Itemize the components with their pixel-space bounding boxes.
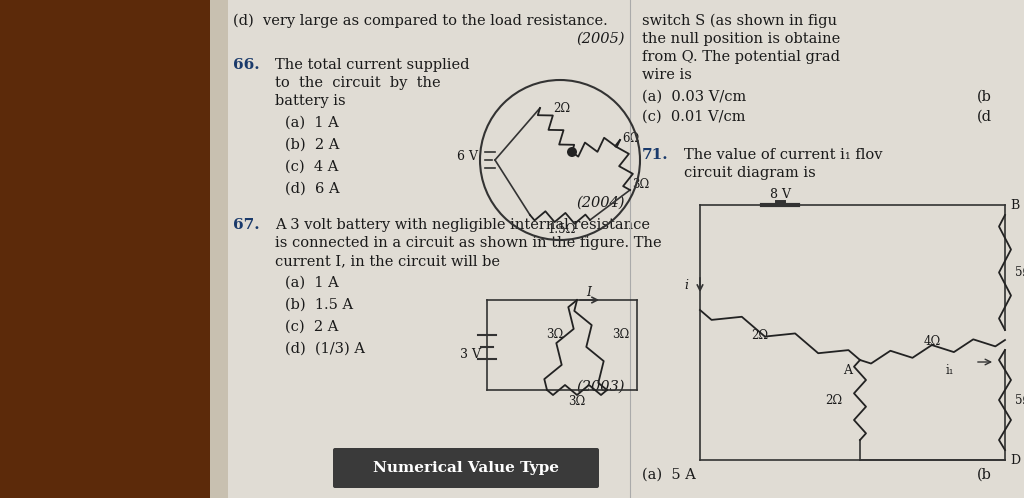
Text: (d)  (1/3) A: (d) (1/3) A xyxy=(285,342,365,356)
Text: (b)  1.5 A: (b) 1.5 A xyxy=(285,298,353,312)
Text: 2Ω: 2Ω xyxy=(751,329,768,342)
Text: (c)  2 A: (c) 2 A xyxy=(285,320,338,334)
Text: (c)  4 A: (c) 4 A xyxy=(285,160,338,174)
Text: 71.: 71. xyxy=(642,148,669,162)
Text: (d)  very large as compared to the load resistance.: (d) very large as compared to the load r… xyxy=(233,14,608,28)
Text: the null position is obtaine: the null position is obtaine xyxy=(642,32,841,46)
Text: switch S (as shown in figu: switch S (as shown in figu xyxy=(642,14,837,28)
Text: The value of current i₁ flov: The value of current i₁ flov xyxy=(684,148,883,162)
Text: (a)  1 A: (a) 1 A xyxy=(285,116,339,130)
Text: 5Ω: 5Ω xyxy=(1015,393,1024,406)
Text: (a)  0.03 V/cm: (a) 0.03 V/cm xyxy=(642,90,746,104)
Text: 3Ω: 3Ω xyxy=(632,178,649,191)
Text: 6 V: 6 V xyxy=(457,150,478,163)
Bar xyxy=(210,0,228,498)
Text: (d: (d xyxy=(977,110,992,124)
Text: (c)  0.01 V/cm: (c) 0.01 V/cm xyxy=(642,110,745,124)
Text: (b: (b xyxy=(977,90,992,104)
Text: (d)  6 A: (d) 6 A xyxy=(285,182,340,196)
Text: 66.: 66. xyxy=(233,58,260,72)
Text: The total current supplied: The total current supplied xyxy=(275,58,469,72)
Text: to  the  circuit  by  the: to the circuit by the xyxy=(275,76,440,90)
FancyBboxPatch shape xyxy=(333,448,599,488)
Text: 6Ω: 6Ω xyxy=(622,131,639,144)
Bar xyxy=(0,0,210,498)
Text: B: B xyxy=(1010,199,1019,212)
Text: 1.5Ω: 1.5Ω xyxy=(548,223,577,236)
Text: wire is: wire is xyxy=(642,68,692,82)
Text: 2Ω: 2Ω xyxy=(825,393,842,406)
Text: i: i xyxy=(684,278,688,291)
Text: i₁: i₁ xyxy=(946,364,954,377)
Text: (2003): (2003) xyxy=(577,380,625,394)
Circle shape xyxy=(567,147,577,157)
Text: current I, in the circuit will be: current I, in the circuit will be xyxy=(275,254,500,268)
Text: from Q. The potential grad: from Q. The potential grad xyxy=(642,50,840,64)
Text: 67.: 67. xyxy=(233,218,260,232)
Text: 8 V: 8 V xyxy=(769,188,791,201)
Text: I: I xyxy=(587,286,592,299)
Text: Numerical Value Type: Numerical Value Type xyxy=(373,461,559,475)
Text: (2004): (2004) xyxy=(577,196,625,210)
Text: 5Ω: 5Ω xyxy=(1015,265,1024,278)
Text: (a)  1 A: (a) 1 A xyxy=(285,276,339,290)
Text: battery is: battery is xyxy=(275,94,346,108)
Text: (a)  5 A: (a) 5 A xyxy=(642,468,696,482)
Text: 3Ω: 3Ω xyxy=(547,328,563,341)
Text: 2Ω: 2Ω xyxy=(553,102,570,115)
Text: 3 V: 3 V xyxy=(460,348,481,361)
Text: A: A xyxy=(843,364,852,377)
Text: is connected in a circuit as shown in the figure. The: is connected in a circuit as shown in th… xyxy=(275,236,662,250)
Text: A 3 volt battery with negligible internal resistance: A 3 volt battery with negligible interna… xyxy=(275,218,650,232)
Text: (b)  2 A: (b) 2 A xyxy=(285,138,339,152)
Text: D: D xyxy=(1010,454,1020,467)
Text: (2005): (2005) xyxy=(577,32,625,46)
Text: 3Ω: 3Ω xyxy=(568,395,586,408)
Text: 3Ω: 3Ω xyxy=(612,328,630,341)
Bar xyxy=(228,0,1024,498)
Text: circuit diagram is: circuit diagram is xyxy=(684,166,816,180)
Text: 4Ω: 4Ω xyxy=(924,335,941,348)
Text: (b: (b xyxy=(977,468,992,482)
